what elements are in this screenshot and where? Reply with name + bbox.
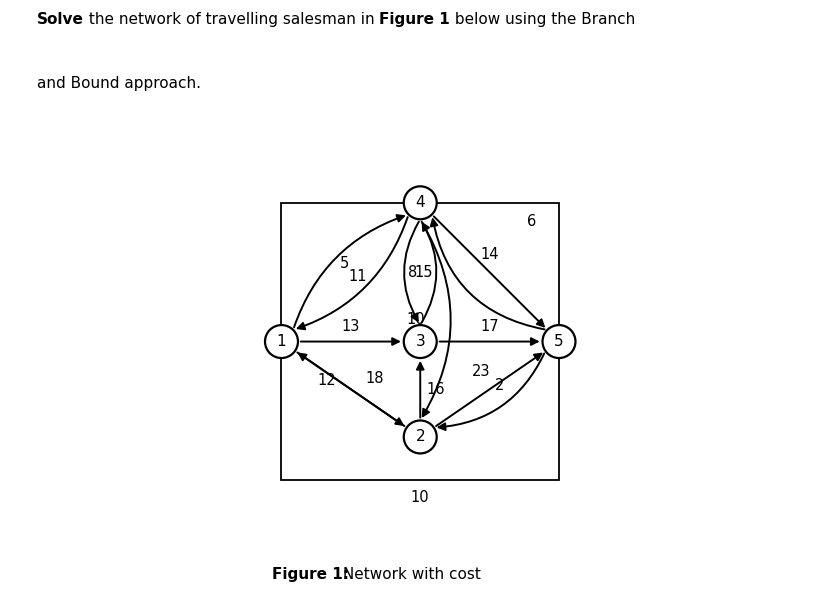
FancyArrowPatch shape xyxy=(434,216,544,326)
FancyArrowPatch shape xyxy=(294,215,404,327)
FancyArrowPatch shape xyxy=(422,222,451,416)
Text: 18: 18 xyxy=(366,371,384,386)
FancyArrowPatch shape xyxy=(297,217,408,329)
Circle shape xyxy=(265,325,298,358)
Text: 15: 15 xyxy=(414,265,433,280)
Text: Solve: Solve xyxy=(37,12,84,27)
Text: 5: 5 xyxy=(555,334,564,349)
Text: and Bound approach.: and Bound approach. xyxy=(37,76,201,91)
Text: 10: 10 xyxy=(406,312,425,327)
Text: the network of travelling salesman in: the network of travelling salesman in xyxy=(84,12,380,27)
Text: 10: 10 xyxy=(411,490,429,505)
Circle shape xyxy=(404,187,437,219)
Text: 16: 16 xyxy=(426,382,445,397)
Text: Figure 1: Figure 1 xyxy=(380,12,450,27)
Text: 1: 1 xyxy=(277,334,286,349)
FancyArrowPatch shape xyxy=(297,352,403,425)
FancyArrowPatch shape xyxy=(417,363,424,418)
Text: below using the Branch: below using the Branch xyxy=(450,12,635,27)
Circle shape xyxy=(404,325,437,358)
Circle shape xyxy=(542,325,575,358)
Text: 8: 8 xyxy=(408,265,418,280)
FancyArrowPatch shape xyxy=(438,353,544,430)
FancyArrowPatch shape xyxy=(299,353,405,426)
Text: 11: 11 xyxy=(348,269,367,284)
Text: Figure 1:: Figure 1: xyxy=(272,567,349,582)
FancyArrowPatch shape xyxy=(431,219,545,330)
FancyArrowPatch shape xyxy=(404,222,419,321)
Text: 23: 23 xyxy=(471,364,490,380)
Text: 12: 12 xyxy=(318,373,336,388)
Text: 2: 2 xyxy=(415,429,425,444)
Text: 13: 13 xyxy=(342,319,360,334)
Text: 17: 17 xyxy=(480,319,499,334)
Text: 5: 5 xyxy=(339,256,349,271)
Text: 6: 6 xyxy=(527,214,536,229)
FancyArrowPatch shape xyxy=(436,353,541,426)
Text: 14: 14 xyxy=(480,247,499,263)
Text: 2: 2 xyxy=(494,378,503,393)
Circle shape xyxy=(404,421,437,453)
Text: 3: 3 xyxy=(415,334,425,349)
Text: Network with cost: Network with cost xyxy=(338,567,480,582)
Text: 4: 4 xyxy=(415,195,425,210)
FancyArrowPatch shape xyxy=(439,338,537,345)
FancyArrowPatch shape xyxy=(422,223,437,323)
FancyArrowPatch shape xyxy=(301,338,399,345)
